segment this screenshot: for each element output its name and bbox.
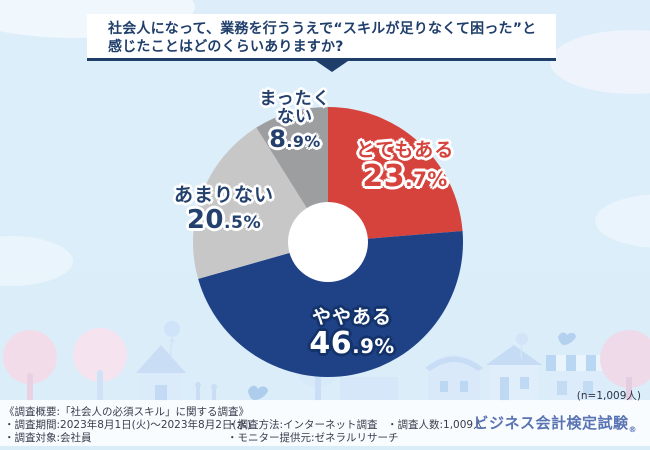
brand-logo-text: ビジネス会計検定試験 (473, 414, 629, 432)
donut-hole (288, 202, 368, 282)
question-title-box: 社会人になって、業務を行ううえで“スキルが足りなくて困った”と 感じたことはどの… (87, 14, 556, 61)
slice-name: ややある (311, 306, 393, 328)
house-icon (486, 345, 542, 401)
survey-respondents: ・調査人数:1,009人 (387, 419, 484, 431)
tree-icon (3, 328, 127, 401)
building-icon (340, 377, 398, 401)
slice-value: 46.9% (309, 325, 395, 361)
bird-icon (248, 385, 268, 400)
tree-icon (600, 330, 650, 401)
balloon-icon (516, 333, 528, 360)
bird-icon (558, 332, 576, 345)
sample-size-note: (n=1,009人) (576, 390, 641, 402)
lamp-post-icon (195, 382, 217, 401)
registered-mark-icon: ® (628, 425, 637, 434)
slice-value: 23.7% (362, 158, 448, 194)
survey-overview: 《調査概要:「社会人の必須スキル」に関する調査》 (4, 406, 250, 418)
pie-slice-1 (198, 230, 463, 377)
question-title-line2: 感じたことはどのくらいありますか? (108, 39, 344, 55)
pie-slices (193, 107, 463, 377)
house-icon (136, 345, 186, 401)
house-icon (425, 355, 483, 401)
pie-label-amari-nai: あまりない 20.5% (174, 185, 274, 234)
survey-monitor: ・モニター提供元:ゼネラルリサーチ (227, 432, 399, 444)
pie-label-mattaku-nai: まったくない 8.9% (258, 90, 332, 153)
pie-slice-0 (328, 107, 463, 242)
slice-name: まったくない (259, 89, 331, 128)
pointer-triangle-icon (316, 61, 348, 72)
shop-icon (546, 355, 606, 401)
balloon-icon (164, 321, 180, 360)
slice-name: とてもある (355, 139, 455, 161)
survey-target: ・調査対象:会社員 (4, 432, 92, 444)
pie-label-totemo-aru: とてもある 23.7% (356, 140, 454, 193)
slice-value: 8.9% (269, 124, 321, 153)
footer-band (0, 400, 650, 446)
survey-period: ・調査期間:2023年8月1日(火)〜2023年8月2日(水) (4, 419, 252, 431)
slice-value: 20.5% (186, 204, 262, 235)
question-title-line1: 社会人になって、業務を行ううえで“スキルが足りなくて困った”と (108, 21, 537, 37)
survey-method: ・調査方法:インターネット調査 (227, 419, 378, 431)
slice-name: あまりない (173, 184, 275, 206)
brand-logo: ビジネス会計検定試験® (473, 412, 637, 434)
pie-label-yaya-aru: ややある 46.9% (309, 307, 394, 360)
